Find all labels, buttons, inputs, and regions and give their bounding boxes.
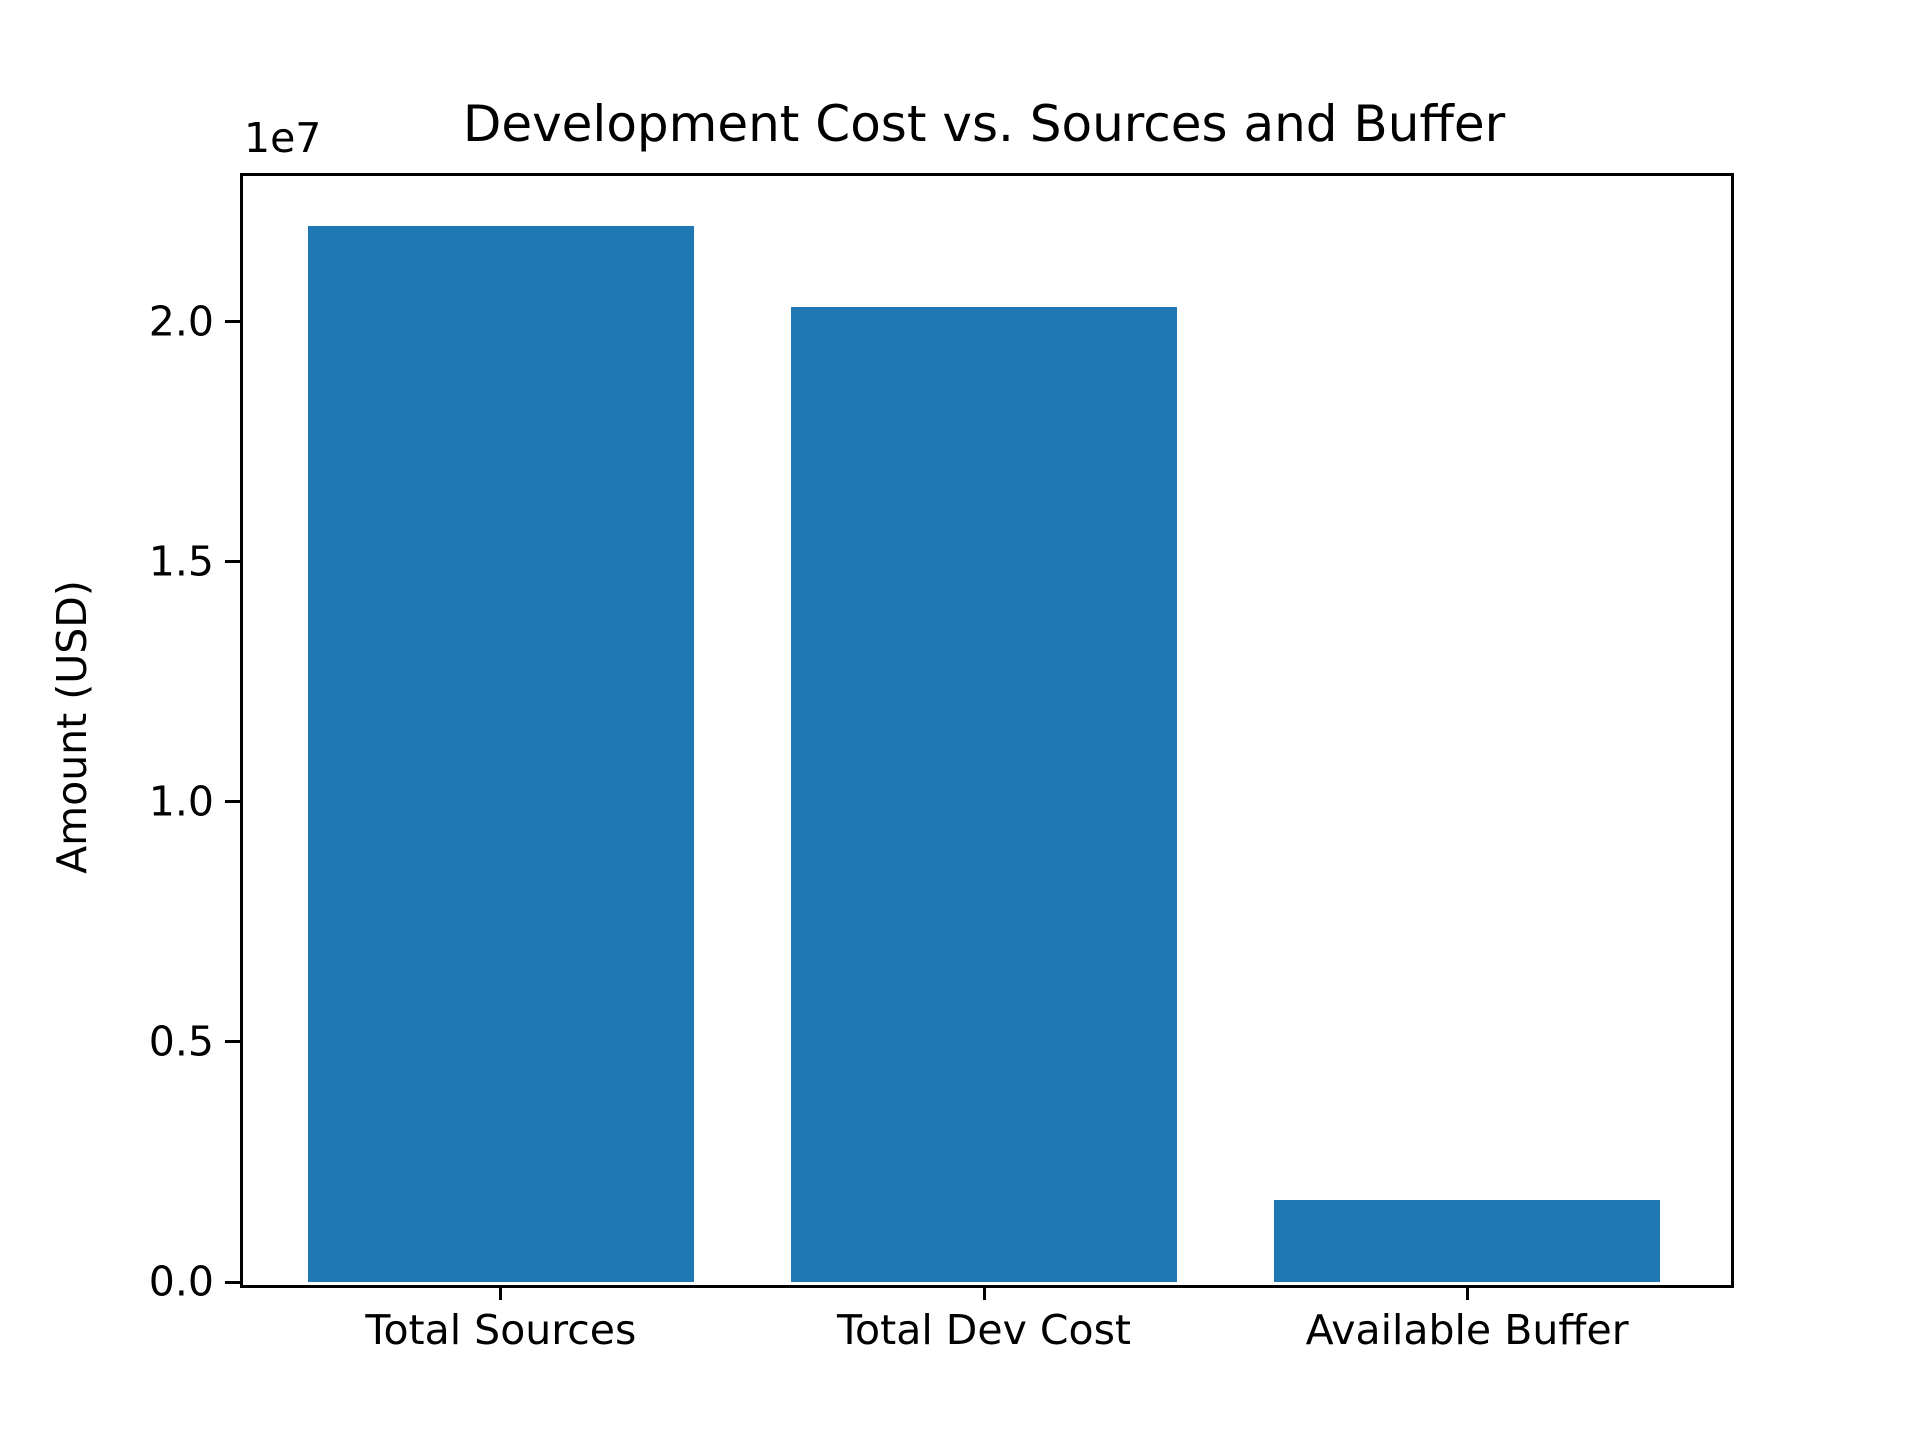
y-tick-label: 0.5 — [148, 1017, 214, 1066]
y-tick-label: 0.0 — [148, 1257, 214, 1306]
x-tick-label: Total Dev Cost — [836, 1306, 1132, 1354]
x-tick-mark — [982, 1285, 986, 1300]
x-tick-mark — [1465, 1285, 1469, 1300]
bar-total-dev-cost — [790, 307, 1178, 1282]
bar-available-buffer — [1273, 1200, 1661, 1282]
y-tick-mark — [225, 800, 240, 804]
y-tick-mark — [225, 320, 240, 324]
x-tick-mark — [499, 1285, 503, 1300]
y-tick-mark — [225, 1280, 240, 1284]
y-tick-label: 1.0 — [148, 777, 214, 826]
chart-title: Development Cost vs. Sources and Buffer — [462, 95, 1506, 153]
y-tick-mark — [225, 1040, 240, 1044]
x-tick-label: Available Buffer — [1305, 1306, 1629, 1354]
y-axis-offset-label: 1e7 — [244, 114, 322, 162]
y-tick-label: 2.0 — [148, 297, 214, 346]
y-tick-mark — [225, 560, 240, 564]
y-tick-label: 1.5 — [148, 537, 214, 586]
y-axis-label: Amount (USD) — [48, 580, 96, 874]
bar-total-sources — [307, 225, 695, 1282]
x-tick-label: Total Sources — [365, 1306, 637, 1354]
